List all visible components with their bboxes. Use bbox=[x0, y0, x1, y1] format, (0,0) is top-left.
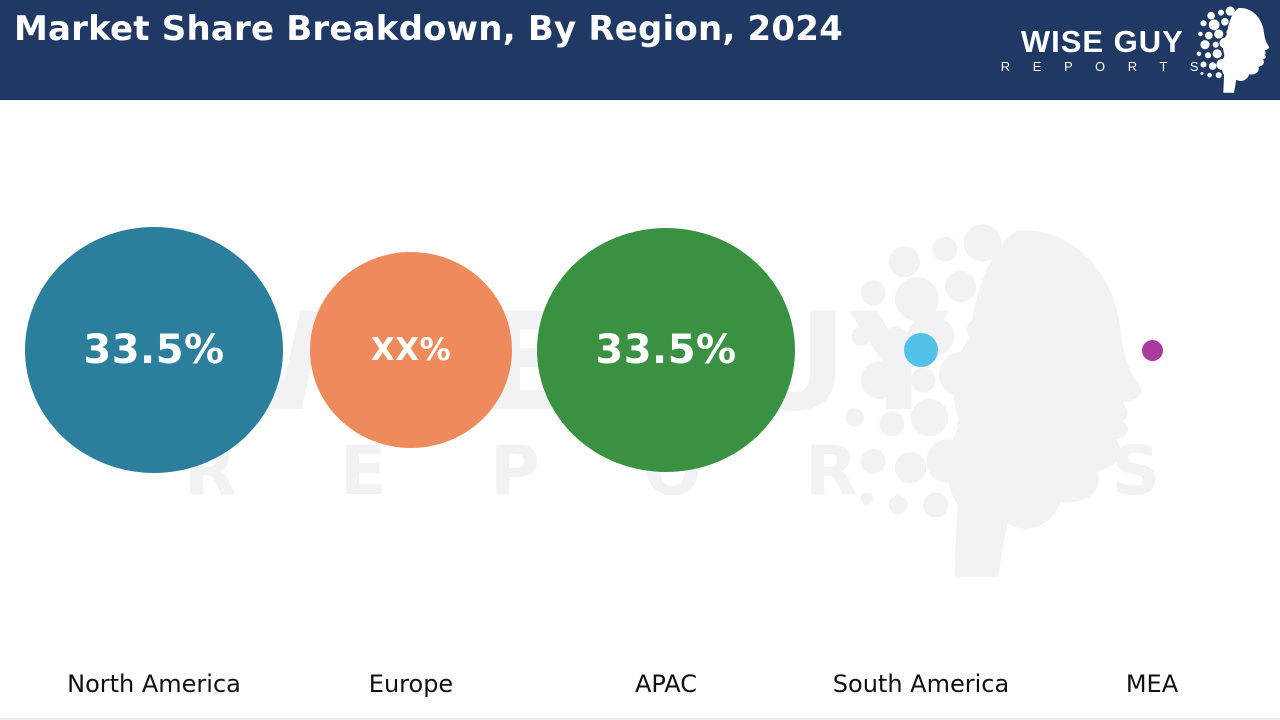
brand-name: WISE GUY bbox=[1020, 23, 1184, 59]
region-label-apac: APAC bbox=[634, 670, 698, 698]
brand-logo: WISE GUY R E P O R T S bbox=[997, 4, 1274, 96]
brand-logo-text: WISE GUY R E P O R T S bbox=[997, 23, 1208, 75]
bubble-value-north-america: 33.5% bbox=[83, 327, 225, 373]
bubble-value-europe: XX% bbox=[370, 332, 452, 368]
bubble-south-america bbox=[904, 333, 938, 367]
bubble-mea bbox=[1141, 339, 1163, 361]
watermark-head-icon bbox=[845, 224, 1142, 577]
bubble-north-america: 33.5% bbox=[25, 227, 283, 473]
page-title: Market Share Breakdown, By Region, 2024 bbox=[14, 9, 843, 49]
bubble-europe: XX% bbox=[310, 252, 512, 448]
region-label-north-america: North America bbox=[67, 670, 241, 698]
brand-subname: R E P O R T S bbox=[1000, 59, 1208, 75]
bubble-apac: 33.5% bbox=[537, 228, 795, 472]
region-label-south-america: South America bbox=[832, 670, 1010, 698]
region-label-mea: MEA bbox=[1125, 670, 1179, 698]
region-label-europe: Europe bbox=[368, 670, 454, 698]
header-bar: Market Share Breakdown, By Region, 2024 … bbox=[0, 0, 1280, 100]
bubble-value-apac: 33.5% bbox=[595, 327, 737, 373]
chart-area: WISE GUY R E P O R T S 33.5% XX% 33.5% N… bbox=[0, 100, 1280, 720]
